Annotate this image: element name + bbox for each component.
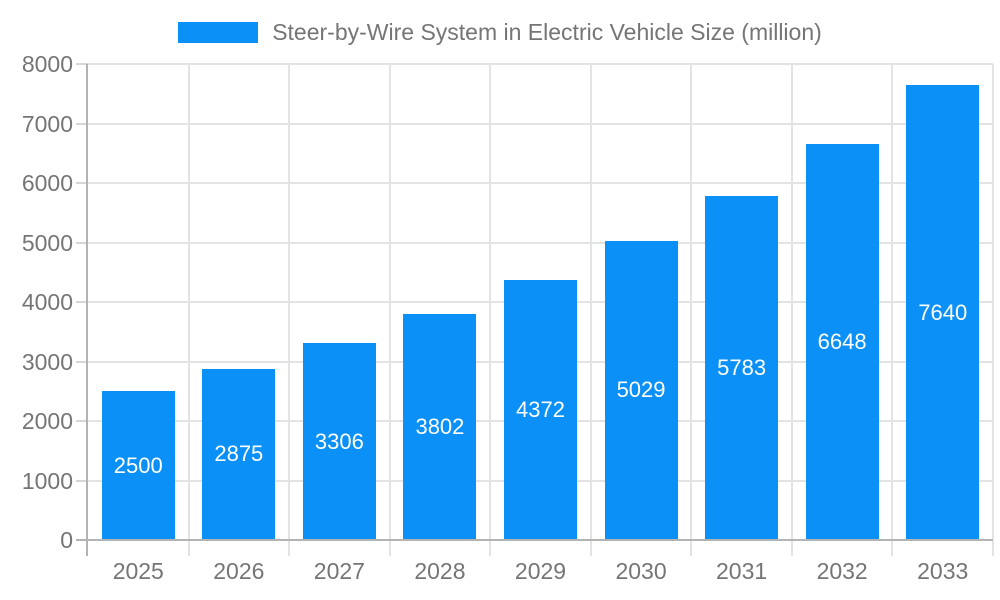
- bar-2025[interactable]: 2500: [101, 391, 175, 540]
- y-axis-label: 8000: [21, 51, 73, 77]
- y-axis-label: 1000: [21, 467, 73, 494]
- x-axis-label: 2031: [716, 558, 768, 584]
- bar-value-label: 4372: [516, 396, 565, 422]
- bar-value-label: 3802: [415, 413, 465, 439]
- bar-2033[interactable]: 7640: [906, 85, 980, 540]
- x-axis-label: 2027: [313, 558, 365, 584]
- x-axis-label: 2026: [213, 558, 265, 584]
- y-axis-label: 2000: [21, 408, 73, 434]
- x-axis-label: 2029: [514, 558, 567, 584]
- v-gridline: [589, 64, 592, 540]
- x-axis-tick: [690, 541, 693, 556]
- y-axis-label: 5000: [21, 229, 73, 256]
- x-axis-label: 2030: [615, 558, 667, 584]
- legend-swatch: [178, 22, 259, 43]
- x-axis-tick: [992, 541, 994, 556]
- y-axis-tick: [76, 420, 88, 422]
- y-axis-tick: [76, 182, 88, 184]
- bar-2032[interactable]: 6648: [805, 144, 879, 540]
- x-axis-tick: [288, 541, 291, 556]
- bar-value-label: 5029: [616, 377, 666, 403]
- bar-2027[interactable]: 3306: [302, 343, 376, 540]
- y-axis-line: [86, 64, 88, 556]
- y-axis-tick: [76, 122, 88, 125]
- x-axis-line: [76, 539, 993, 541]
- x-axis-label: 2028: [414, 558, 466, 584]
- y-axis-tick: [76, 360, 88, 363]
- x-axis-label: 2032: [816, 558, 868, 584]
- x-axis-tick: [790, 541, 793, 556]
- y-axis-label: 3000: [21, 348, 73, 375]
- y-axis-tick: [76, 241, 88, 244]
- bar-value-label: 2500: [113, 452, 163, 478]
- h-gridline: [88, 241, 993, 244]
- y-axis-label: 7000: [21, 110, 73, 137]
- legend-label: Steer-by-Wire System in Electric Vehicle…: [272, 19, 822, 45]
- v-gridline: [187, 64, 190, 540]
- v-gridline: [388, 64, 391, 540]
- v-gridline: [891, 64, 894, 540]
- y-axis-tick: [76, 301, 88, 303]
- v-gridline: [288, 64, 291, 540]
- legend: Steer-by-Wire System in Electric Vehicle…: [0, 20, 1000, 45]
- x-axis-label: 2033: [917, 558, 969, 584]
- x-axis-label: 2025: [112, 558, 164, 584]
- x-axis-tick: [187, 541, 190, 556]
- y-axis-tick: [76, 63, 88, 65]
- bar-2028[interactable]: 3802: [403, 313, 477, 540]
- bar-value-label: 7640: [918, 299, 968, 325]
- bar-value-label: 6648: [817, 329, 867, 355]
- y-axis-label: 6000: [21, 170, 73, 196]
- bar-2026[interactable]: 2875: [202, 368, 276, 540]
- y-axis-tick: [76, 479, 88, 482]
- bar-2031[interactable]: 5783: [705, 195, 779, 540]
- bar-value-label: 3306: [314, 428, 364, 454]
- v-gridline: [489, 64, 492, 540]
- h-gridline: [88, 122, 993, 125]
- bar-value-label: 5783: [717, 354, 767, 380]
- h-gridline: [88, 63, 993, 65]
- bar-value-label: 2875: [214, 441, 264, 467]
- x-axis-tick: [489, 541, 492, 556]
- h-gridline: [88, 182, 993, 184]
- v-gridline: [992, 64, 994, 540]
- bar-2030[interactable]: 5029: [604, 240, 678, 540]
- y-axis-label: 4000: [21, 289, 73, 315]
- x-axis-tick: [388, 541, 391, 556]
- x-axis-tick: [891, 541, 894, 556]
- x-axis-tick: [589, 541, 592, 556]
- bar-2029[interactable]: 4372: [504, 279, 577, 540]
- v-gridline: [790, 64, 793, 540]
- y-axis-label: 0: [60, 527, 73, 553]
- v-gridline: [690, 64, 693, 540]
